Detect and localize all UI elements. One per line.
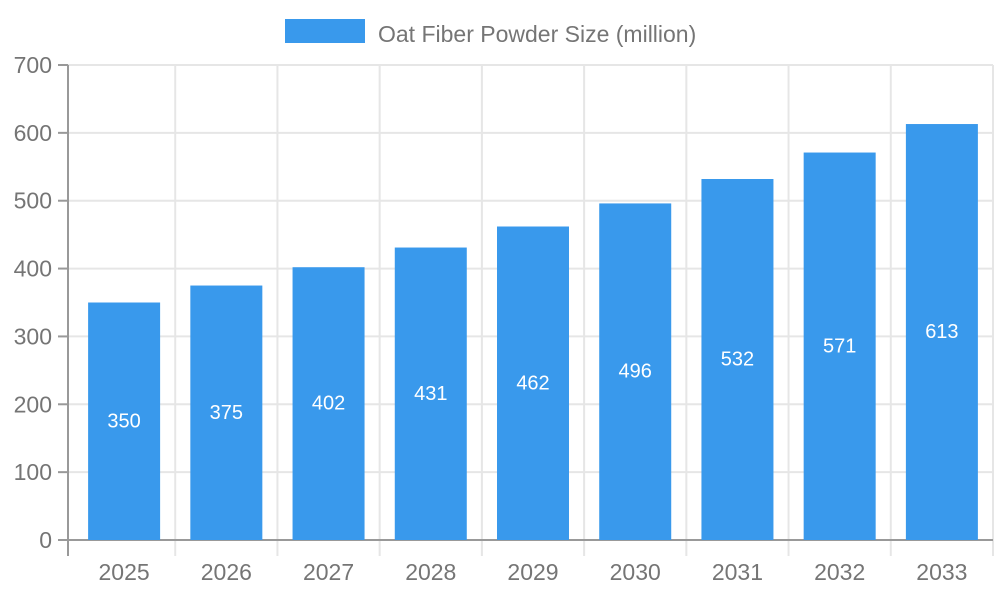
bar-value-label-2025: 350: [107, 410, 140, 432]
bar-value-label-2030: 496: [619, 361, 652, 383]
bar-value-label-2026: 375: [210, 402, 243, 424]
y-tick-label-200: 200: [14, 391, 52, 417]
y-tick-label-100: 100: [14, 459, 52, 485]
bar-2029: [497, 226, 569, 540]
y-tick-label-400: 400: [14, 256, 52, 282]
bar-value-label-2031: 532: [721, 349, 754, 371]
y-tick-label-500: 500: [14, 188, 52, 214]
bar-value-label-2032: 571: [823, 335, 856, 357]
bar-2031: [701, 179, 774, 540]
x-tick-label-2027: 2027: [303, 559, 354, 585]
y-tick-label-300: 300: [14, 323, 52, 349]
bar-2027: [292, 267, 365, 540]
x-tick-label-2029: 2029: [507, 559, 558, 585]
y-tick-label-0: 0: [39, 527, 52, 553]
bar-2028: [394, 247, 467, 541]
x-tick-label-2033: 2033: [916, 559, 967, 585]
x-tick-label-2025: 2025: [99, 559, 150, 585]
x-tick-label-2028: 2028: [405, 559, 456, 585]
y-tick-label-700: 700: [14, 52, 52, 78]
bar-2033: [905, 124, 978, 541]
bar-2026: [190, 285, 263, 540]
x-tick-label-2026: 2026: [201, 559, 252, 585]
x-tick-label-2031: 2031: [712, 559, 763, 585]
bar-2030: [599, 203, 672, 540]
bar-2032: [803, 152, 876, 541]
bar-value-label-2028: 431: [414, 383, 447, 405]
bar-value-label-2027: 402: [312, 393, 345, 415]
plot-area: 0 100 200 300 400 500 600 700 350 2025 375 2026 402 2…: [14, 52, 994, 585]
bar-2025: [88, 302, 161, 540]
legend[interactable]: Oat Fiber Powder Size (million): [285, 19, 696, 47]
x-tick-label-2030: 2030: [610, 559, 661, 585]
bar-value-label-2033: 613: [925, 321, 958, 343]
legend-label[interactable]: Oat Fiber Powder Size (million): [378, 21, 696, 47]
bar-value-label-2029: 462: [516, 372, 549, 394]
x-tick-label-2032: 2032: [814, 559, 865, 585]
y-tick-label-600: 600: [14, 120, 52, 146]
legend-swatch[interactable]: [285, 19, 365, 43]
